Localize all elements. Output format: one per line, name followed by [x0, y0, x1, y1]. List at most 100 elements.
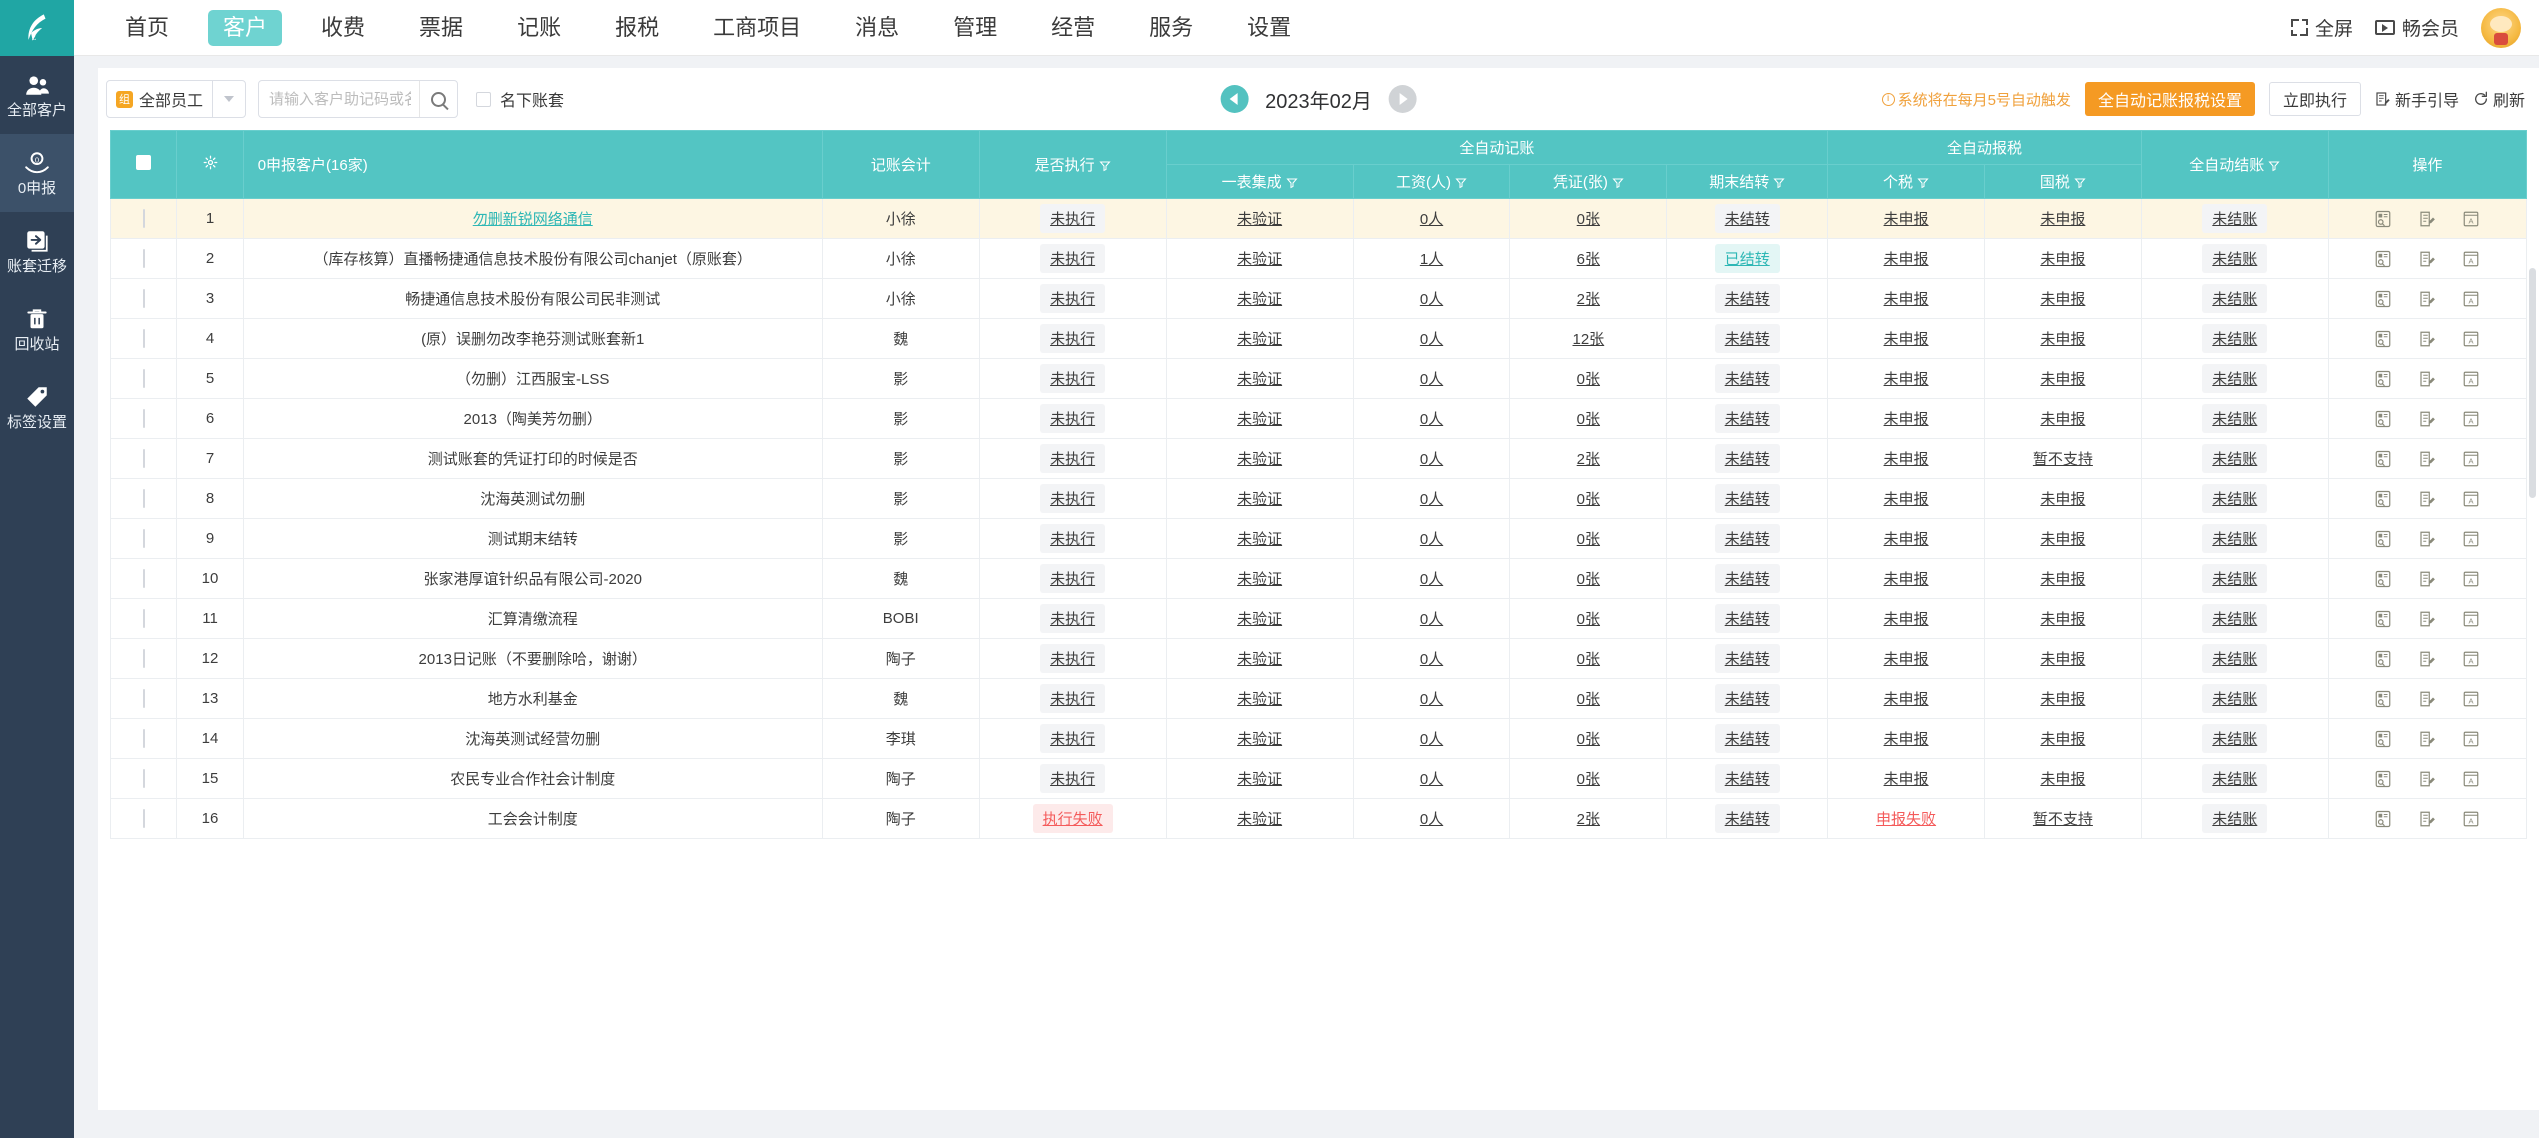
filter-icon[interactable] [1455, 177, 1467, 189]
status-badge[interactable]: 未执行 [1040, 284, 1106, 313]
beginner-guide-button[interactable]: 新手引导 [2375, 87, 2459, 111]
filter-icon[interactable] [2074, 177, 2086, 189]
cell-link[interactable]: 勿删新锐网络通信 [472, 211, 593, 228]
operations-cell[interactable]: A [2327, 558, 2528, 599]
status-badge[interactable]: 未结账 [2202, 804, 2268, 833]
query-report-icon[interactable] [2374, 570, 2392, 588]
status-badge[interactable]: 未结转 [1714, 604, 1780, 633]
account-card-icon[interactable]: A [2462, 810, 2480, 828]
cell-link[interactable]: 未验证 [1237, 531, 1283, 548]
status-badge[interactable]: 未结转 [1714, 204, 1780, 233]
period-close-cell[interactable]: 未结转 [1666, 638, 1829, 679]
query-report-icon[interactable] [2374, 610, 2392, 628]
table-row[interactable]: 16 工会会计制度 陶子 执行失败 未验证 0人 2张 未结转 申报失败 暂不支持 未结账 A [109, 798, 2528, 839]
operations-cell[interactable]: A [2327, 478, 2528, 519]
customer-name-cell[interactable]: 地方水利基金 [242, 678, 823, 719]
one-table-cell[interactable]: 未验证 [1165, 718, 1354, 759]
cell-link[interactable]: 未申报 [2040, 691, 2086, 708]
status-badge[interactable]: 未执行 [1040, 244, 1106, 273]
salary-cell[interactable]: 0人 [1352, 358, 1511, 399]
refresh-button[interactable]: 刷新 [2473, 87, 2525, 111]
salary-cell[interactable]: 0人 [1352, 478, 1511, 519]
status-badge[interactable]: 未结转 [1714, 444, 1780, 473]
table-row[interactable]: 15 农民专业合作社会计制度 陶子 未执行 未验证 0人 0张 未结转 未申报 未申报 未结账 A [109, 758, 2528, 799]
customer-name-cell[interactable]: 畅捷通信息技术股份有限公司民非测试 [242, 278, 823, 319]
cell-link[interactable]: 0人 [1419, 571, 1444, 588]
customer-name-cell[interactable]: （勿删）江西服宝-LSS [242, 358, 823, 399]
row-checkbox[interactable] [142, 649, 145, 668]
table-row[interactable]: 6 2013（陶美芳勿删） 影 未执行 未验证 0人 0张 未结转 未申报 未申报 未结账 A [109, 398, 2528, 439]
operations-cell[interactable]: A [2327, 278, 2528, 319]
edit-record-icon[interactable] [2418, 450, 2436, 468]
one-table-cell[interactable]: 未验证 [1165, 638, 1354, 679]
national-tax-cell[interactable]: 未申报 [1983, 198, 2142, 239]
cell-link[interactable]: 0张 [1576, 651, 1601, 668]
personal-tax-cell[interactable]: 未申报 [1827, 438, 1985, 479]
filter-icon[interactable] [1286, 177, 1298, 189]
period-close-cell[interactable]: 未结转 [1666, 438, 1829, 479]
executed-cell[interactable]: 未执行 [978, 518, 1167, 559]
row-checkbox[interactable] [142, 809, 145, 828]
header-voucher[interactable]: 凭证(张) [1509, 164, 1668, 199]
executed-cell[interactable]: 未执行 [978, 398, 1167, 439]
voucher-cell[interactable]: 0张 [1509, 558, 1668, 599]
member-button[interactable]: 畅会员 [2374, 14, 2459, 41]
operations-cell[interactable]: A [2327, 398, 2528, 439]
account-card-icon[interactable]: A [2462, 490, 2480, 508]
cell-link[interactable]: 未申报 [1883, 771, 1929, 788]
status-badge[interactable]: 未结账 [2202, 764, 2268, 793]
status-badge[interactable]: 未执行 [1040, 204, 1106, 233]
status-badge[interactable]: 未结转 [1714, 364, 1780, 393]
nav-item-home[interactable]: 首页 [125, 14, 170, 40]
edit-record-icon[interactable] [2418, 810, 2436, 828]
table-row[interactable]: 3 畅捷通信息技术股份有限公司民非测试 小徐 未执行 未验证 0人 2张 未结转 未申报 未申报 未… [109, 278, 2528, 319]
cell-link[interactable]: 未申报 [1883, 731, 1929, 748]
cell-link[interactable]: 申报失败 [1876, 811, 1937, 828]
header-salary[interactable]: 工资(人) [1352, 164, 1511, 199]
status-badge[interactable]: 未结账 [2202, 724, 2268, 753]
edit-record-icon[interactable] [2418, 530, 2436, 548]
cell-link[interactable]: 未申报 [1883, 491, 1929, 508]
cell-link[interactable]: 未申报 [1883, 451, 1929, 468]
status-badge[interactable]: 未结账 [2202, 364, 2268, 393]
salary-cell[interactable]: 0人 [1352, 198, 1511, 239]
cell-link[interactable]: 未申报 [2040, 531, 2086, 548]
period-close-cell[interactable]: 未结转 [1666, 518, 1829, 559]
period-close-cell[interactable]: 未结转 [1666, 198, 1829, 239]
account-card-icon[interactable]: A [2462, 650, 2480, 668]
edit-record-icon[interactable] [2418, 410, 2436, 428]
period-close-cell[interactable]: 未结转 [1666, 558, 1829, 599]
status-badge[interactable]: 未结转 [1714, 804, 1780, 833]
voucher-cell[interactable]: 0张 [1509, 518, 1668, 559]
nav-item-tax[interactable]: 报税 [615, 14, 660, 40]
auto-settle-cell[interactable]: 未结账 [2140, 398, 2329, 439]
table-row[interactable]: 7 测试账套的凭证打印的时候是否 影 未执行 未验证 0人 2张 未结转 未申报 暂不支持 未结账 A [109, 438, 2528, 479]
row-checkbox-cell[interactable] [109, 518, 178, 559]
status-badge[interactable]: 未结账 [2202, 444, 2268, 473]
row-checkbox[interactable] [142, 769, 145, 788]
cell-link[interactable]: 未申报 [1883, 611, 1929, 628]
row-checkbox-cell[interactable] [109, 318, 178, 359]
nav-item-bills[interactable]: 票据 [419, 14, 464, 40]
auto-settle-cell[interactable]: 未结账 [2140, 278, 2329, 319]
personal-tax-cell[interactable]: 未申报 [1827, 758, 1985, 799]
executed-cell[interactable]: 未执行 [978, 558, 1167, 599]
salary-cell[interactable]: 1人 [1352, 238, 1511, 279]
personal-tax-cell[interactable]: 申报失败 [1827, 798, 1985, 839]
personal-tax-cell[interactable]: 未申报 [1827, 718, 1985, 759]
filter-icon[interactable] [1917, 177, 1929, 189]
status-badge[interactable]: 未结转 [1714, 284, 1780, 313]
cell-link[interactable]: 未申报 [2040, 331, 2086, 348]
one-table-cell[interactable]: 未验证 [1165, 238, 1354, 279]
operations-cell[interactable]: A [2327, 638, 2528, 679]
account-card-icon[interactable]: A [2462, 530, 2480, 548]
executed-cell[interactable]: 未执行 [978, 638, 1167, 679]
cell-link[interactable]: 未申报 [1883, 651, 1929, 668]
personal-tax-cell[interactable]: 未申报 [1827, 518, 1985, 559]
edit-record-icon[interactable] [2418, 290, 2436, 308]
operations-cell[interactable]: A [2327, 678, 2528, 719]
salary-cell[interactable]: 0人 [1352, 518, 1511, 559]
auto-settle-cell[interactable]: 未结账 [2140, 318, 2329, 359]
operations-cell[interactable]: A [2327, 758, 2528, 799]
cell-link[interactable]: 0人 [1419, 611, 1444, 628]
